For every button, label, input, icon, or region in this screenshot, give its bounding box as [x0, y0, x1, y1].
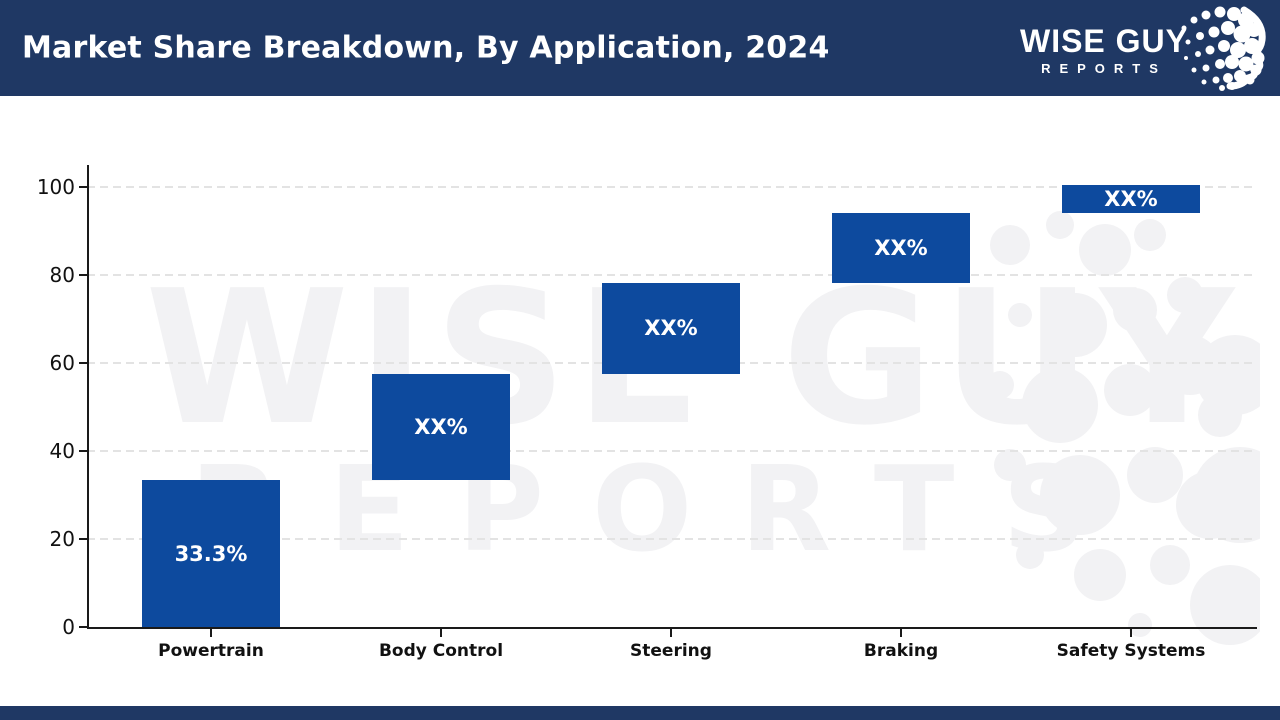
wiseguy-logo-line1: WISE GUY [1019, 23, 1188, 59]
x-tick-label: Powertrain [158, 641, 264, 661]
header-bar: Market Share Breakdown, By Application, … [0, 0, 1280, 96]
y-axis-tick [79, 362, 87, 364]
gridline [87, 538, 1255, 540]
y-tick-label: 100 [36, 175, 75, 199]
x-axis-tick [900, 629, 902, 637]
gridline [87, 274, 1255, 276]
bar-value-label: XX% [874, 236, 928, 261]
bar-safety-systems: XX% [1062, 185, 1200, 214]
y-tick-label: 60 [49, 351, 75, 375]
y-axis [87, 165, 89, 629]
bar-value-label: XX% [1104, 187, 1158, 212]
footer-bar [0, 706, 1280, 720]
y-axis-tick [79, 538, 87, 540]
y-tick-label: 0 [62, 615, 75, 639]
x-tick-label: Braking [863, 641, 939, 661]
page-title: Market Share Breakdown, By Application, … [22, 30, 830, 66]
bar-value-label: 33.3% [174, 541, 248, 566]
wiseguy-logo-text: WISE GUY REPORTS [1020, 24, 1188, 76]
bar-powertrain: 33.3% [142, 480, 280, 627]
y-axis-tick [79, 626, 87, 628]
wiseguy-logo: WISE GUY REPORTS [1015, 4, 1270, 92]
y-axis-tick [79, 274, 87, 276]
y-axis-tick [79, 186, 87, 188]
x-axis-tick [670, 629, 672, 637]
x-axis-tick [1130, 629, 1132, 637]
x-axis [87, 627, 1257, 629]
bar-value-label: XX% [414, 415, 468, 440]
bar-body-control: XX% [372, 374, 510, 481]
y-tick-label: 80 [49, 263, 75, 287]
x-axis-tick [440, 629, 442, 637]
bar-steering: XX% [602, 282, 740, 374]
gridline [87, 450, 1255, 452]
x-axis-tick [210, 629, 212, 637]
y-axis-tick [79, 450, 87, 452]
x-tick-label: Body Control [378, 641, 504, 661]
bar-braking: XX% [832, 213, 970, 283]
bar-value-label: XX% [644, 316, 698, 341]
watermark-face-icon [986, 211, 1260, 645]
wiseguy-logo-line2: REPORTS [1041, 61, 1167, 76]
x-tick-label: Safety Systems [1056, 641, 1206, 661]
wiseguy-logo-face-icon [1181, 6, 1266, 91]
y-tick-label: 40 [49, 439, 75, 463]
watermark-text-line2: REPORTS [190, 440, 1136, 578]
gridline [87, 186, 1255, 188]
x-tick-label: Steering [630, 641, 712, 661]
y-tick-label: 20 [49, 527, 75, 551]
